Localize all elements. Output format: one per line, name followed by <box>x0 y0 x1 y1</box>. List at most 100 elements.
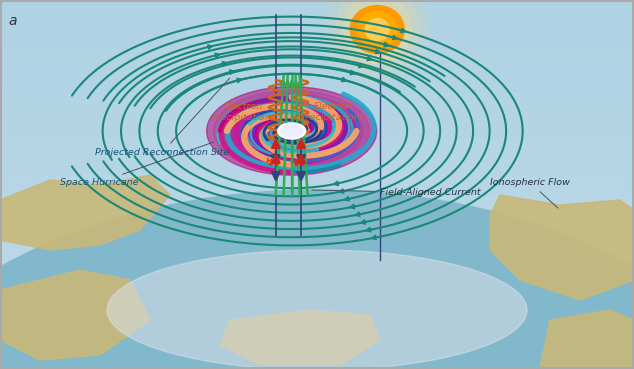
Bar <box>0 115 634 116</box>
Polygon shape <box>249 108 335 154</box>
Bar <box>0 81 634 82</box>
Bar <box>0 188 634 189</box>
Bar <box>0 355 634 356</box>
Bar <box>0 169 634 170</box>
Bar <box>0 204 634 205</box>
Bar <box>0 67 634 68</box>
Bar <box>0 268 634 269</box>
Bar <box>0 213 634 214</box>
Bar <box>0 95 634 96</box>
Bar <box>0 118 634 119</box>
Bar <box>0 62 634 63</box>
Bar <box>0 130 634 131</box>
Bar <box>0 215 634 216</box>
Bar <box>0 282 634 283</box>
Ellipse shape <box>357 11 398 48</box>
Bar <box>0 40 634 41</box>
Polygon shape <box>283 127 300 135</box>
Bar <box>0 56 634 57</box>
Bar <box>0 337 634 338</box>
Bar <box>0 136 634 137</box>
Bar <box>0 18 634 19</box>
Text: Projected Reconnection Site: Projected Reconnection Site <box>95 78 230 157</box>
Bar <box>0 9 634 10</box>
Bar <box>0 8 634 9</box>
Bar <box>0 252 634 253</box>
Bar <box>0 86 634 87</box>
Bar <box>0 209 634 210</box>
Bar <box>0 273 634 274</box>
Bar <box>0 316 634 317</box>
Bar <box>0 54 634 55</box>
Bar <box>0 313 634 314</box>
Bar <box>0 236 634 237</box>
Polygon shape <box>242 105 342 157</box>
Bar <box>0 318 634 319</box>
Bar <box>0 13 634 14</box>
Bar <box>0 160 634 161</box>
Bar <box>0 350 634 351</box>
Bar <box>0 343 634 344</box>
Bar <box>0 301 634 302</box>
Text: Electron
Precipitations: Electron Precipitations <box>211 102 276 122</box>
Polygon shape <box>490 195 634 300</box>
Bar <box>0 342 634 343</box>
Bar <box>0 133 634 134</box>
Bar <box>0 235 634 236</box>
Bar <box>0 111 634 112</box>
Polygon shape <box>540 310 634 369</box>
Bar <box>0 240 634 241</box>
Bar <box>0 55 634 56</box>
Bar <box>0 172 634 173</box>
Bar <box>0 216 634 217</box>
Bar <box>0 137 634 138</box>
Bar <box>0 109 634 110</box>
Bar <box>0 71 634 72</box>
Bar <box>0 232 634 233</box>
Bar <box>0 64 634 65</box>
Bar <box>0 162 634 163</box>
Bar <box>0 36 634 37</box>
Bar <box>0 131 634 132</box>
Bar <box>0 348 634 349</box>
Bar <box>0 265 634 266</box>
Bar <box>0 77 634 78</box>
Bar <box>0 23 634 24</box>
Bar <box>0 97 634 98</box>
Bar <box>0 166 634 167</box>
Bar <box>0 212 634 213</box>
Text: Ionospheric Flow: Ionospheric Flow <box>490 178 570 208</box>
Bar <box>0 108 634 109</box>
Bar <box>0 286 634 287</box>
Bar <box>0 281 634 282</box>
Bar <box>0 3 634 4</box>
Bar <box>0 96 634 97</box>
Bar <box>0 261 634 262</box>
Bar <box>0 185 634 186</box>
Bar <box>0 196 634 197</box>
Bar <box>0 322 634 323</box>
Bar <box>0 76 634 77</box>
Bar <box>0 249 634 250</box>
Bar <box>0 30 634 31</box>
Bar <box>0 363 634 364</box>
Bar <box>0 335 634 336</box>
Bar <box>0 250 634 251</box>
Bar <box>0 179 634 180</box>
Bar <box>0 94 634 95</box>
Bar <box>0 210 634 211</box>
Bar <box>0 191 634 192</box>
Bar <box>0 12 634 13</box>
Bar <box>0 150 634 151</box>
Bar <box>0 90 634 91</box>
Bar <box>0 251 634 252</box>
Bar <box>0 164 634 165</box>
Bar <box>0 174 634 175</box>
Bar <box>0 22 634 23</box>
Bar <box>0 266 634 267</box>
Polygon shape <box>256 112 328 150</box>
Bar <box>0 101 634 102</box>
Bar <box>0 311 634 312</box>
Bar <box>0 267 634 268</box>
Bar <box>0 46 634 47</box>
